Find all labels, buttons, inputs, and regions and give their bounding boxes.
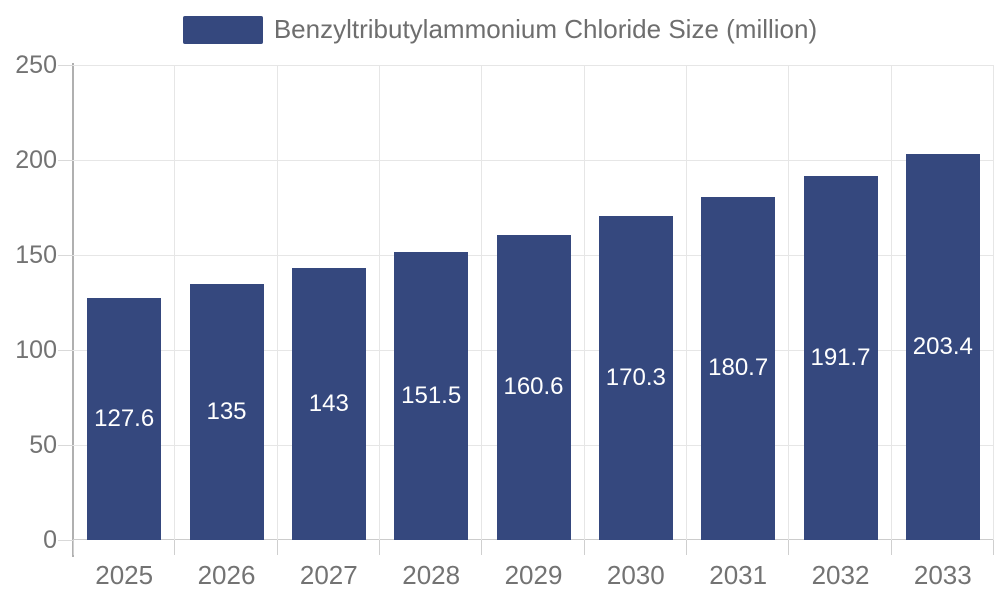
v-gridline bbox=[174, 65, 176, 540]
x-axis-tick bbox=[379, 540, 380, 555]
v-gridline bbox=[379, 65, 380, 540]
v-gridline bbox=[890, 65, 892, 540]
y-axis-tick-label: 0 bbox=[43, 526, 57, 554]
bar-2028 bbox=[394, 252, 469, 540]
bar-2027 bbox=[291, 268, 366, 540]
x-axis-tick-label-2025: 2025 bbox=[95, 560, 154, 590]
bar-2025 bbox=[87, 297, 162, 540]
y-axis-tick bbox=[58, 540, 73, 541]
x-axis-tick-label-2033: 2033 bbox=[913, 560, 972, 590]
legend-swatch bbox=[182, 15, 263, 44]
x-axis-tick-label-2029: 2029 bbox=[504, 560, 563, 590]
bar-value-label-2029: 160.6 bbox=[503, 373, 564, 401]
bar-2031 bbox=[701, 196, 776, 540]
y-axis-tick-label: 250 bbox=[15, 51, 57, 79]
x-axis-tick-label-2032: 2032 bbox=[811, 560, 870, 590]
bar-value-label-2026: 135 bbox=[206, 397, 247, 425]
v-gridline bbox=[583, 65, 585, 540]
bar-value-label-2033: 203.4 bbox=[912, 332, 973, 360]
y-axis-tick-label: 100 bbox=[15, 336, 57, 364]
bar-2029 bbox=[496, 234, 571, 540]
y-axis-tick-label: 200 bbox=[15, 146, 57, 174]
v-gridline bbox=[481, 65, 483, 540]
x-axis-tick bbox=[73, 540, 74, 555]
v-gridline bbox=[276, 65, 278, 540]
x-axis-tick bbox=[583, 540, 585, 555]
plot-area: 127.6 135 143 151.5 160.6 170.3 180.7 191.7 203.… bbox=[58, 63, 994, 557]
legend[interactable]: Benzyltributylammonium Chloride Size (mi… bbox=[0, 14, 1000, 45]
x-axis-tick bbox=[993, 540, 994, 555]
bar-value-label-2027: 143 bbox=[308, 390, 349, 418]
legend-label: Benzyltributylammonium Chloride Size (mi… bbox=[273, 14, 818, 44]
x-axis-tick bbox=[174, 540, 176, 555]
bar-value-label-2028: 151.5 bbox=[401, 382, 462, 410]
v-gridline bbox=[993, 65, 994, 540]
v-gridline bbox=[788, 65, 790, 540]
v-gridline bbox=[686, 65, 687, 540]
y-axis-tick-label: 150 bbox=[15, 241, 57, 269]
bar-value-label-2032: 191.7 bbox=[810, 343, 871, 371]
bar-value-label-2031: 180.7 bbox=[708, 354, 769, 382]
y-axis-tick bbox=[58, 160, 73, 161]
x-axis-tick-label-2028: 2028 bbox=[402, 560, 461, 590]
x-axis-tick bbox=[890, 540, 892, 555]
bar-2030 bbox=[598, 216, 673, 540]
x-axis-tick bbox=[686, 540, 687, 555]
y-axis-tick bbox=[58, 445, 73, 446]
bar-2032 bbox=[803, 175, 878, 540]
y-axis-tick bbox=[58, 65, 73, 66]
x-axis-tick bbox=[788, 540, 790, 555]
bar-2033 bbox=[905, 153, 980, 540]
x-axis-tick-label-2026: 2026 bbox=[197, 560, 256, 590]
x-axis-tick-label-2030: 2030 bbox=[606, 560, 665, 590]
bar-2026 bbox=[189, 283, 264, 540]
x-axis-tick bbox=[276, 540, 278, 555]
y-axis-tick bbox=[58, 350, 73, 351]
x-axis-tick bbox=[481, 540, 483, 555]
bar-value-label-2030: 170.3 bbox=[605, 364, 666, 392]
h-gridline bbox=[73, 160, 994, 161]
x-axis-tick-label-2031: 2031 bbox=[709, 560, 768, 590]
x-axis-tick-label-2027: 2027 bbox=[299, 560, 358, 590]
y-axis-line bbox=[72, 63, 74, 557]
h-gridline bbox=[73, 65, 994, 66]
y-axis-tick-label: 50 bbox=[29, 431, 57, 459]
bar-value-label-2025: 127.6 bbox=[94, 404, 155, 432]
y-axis-tick bbox=[58, 255, 73, 256]
